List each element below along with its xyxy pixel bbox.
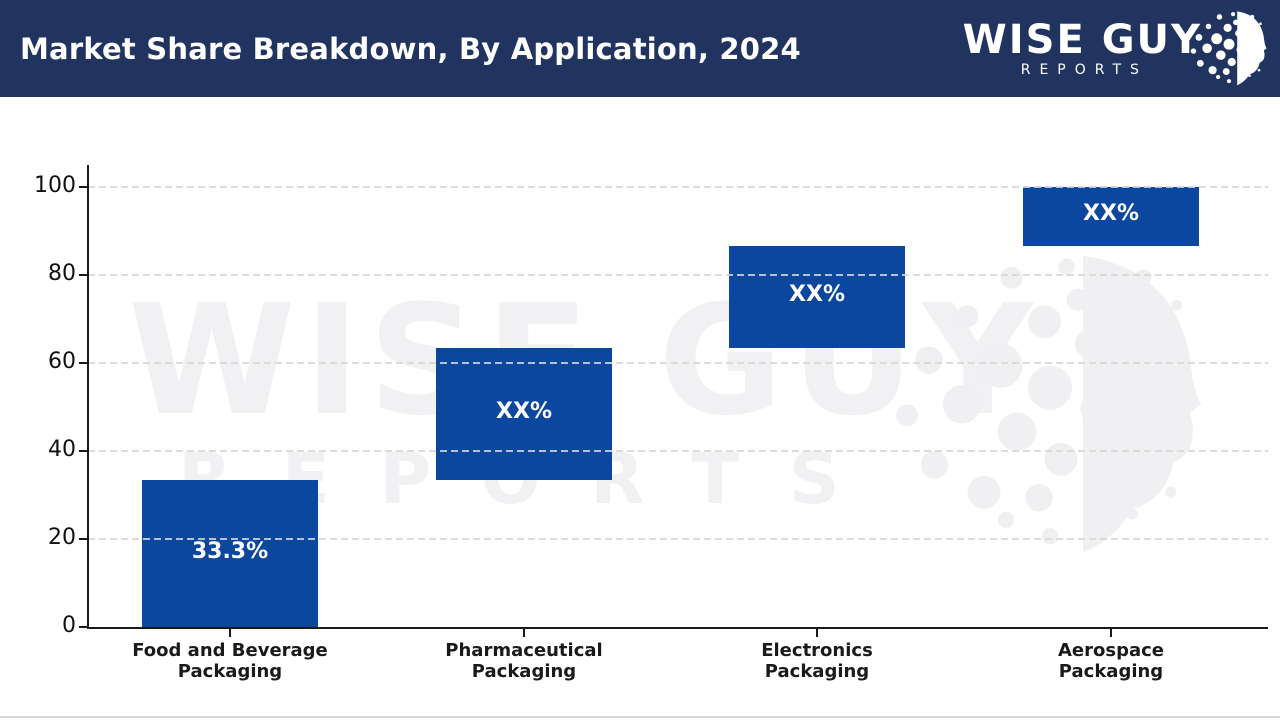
gridline xyxy=(88,274,1268,276)
x-axis-tick xyxy=(1110,629,1112,637)
x-category-label: Aerospace Packaging xyxy=(1057,640,1164,683)
y-tick-label: 80 xyxy=(48,261,76,286)
bar-value-label: XX% xyxy=(1083,201,1139,227)
watermark-face-icon xyxy=(885,222,1215,592)
x-category-label: Food and Beverage Packaging xyxy=(132,640,328,683)
bar-segment xyxy=(1023,187,1199,246)
x-axis-line xyxy=(87,627,1268,629)
bar-value-label: XX% xyxy=(789,282,845,307)
y-axis-tick xyxy=(79,362,87,364)
brand-logo: WISE GUY REPORTS xyxy=(963,8,1280,90)
y-tick-label: 40 xyxy=(48,437,76,462)
gridline xyxy=(88,362,1268,364)
y-tick-label: 60 xyxy=(48,349,76,374)
brand-logo-text: WISE GUY REPORTS xyxy=(963,20,1202,78)
y-axis-line xyxy=(87,165,89,629)
brand-subtitle: REPORTS xyxy=(1020,61,1148,78)
gridline xyxy=(88,186,1268,188)
bar-segment xyxy=(729,245,905,349)
x-axis-tick xyxy=(229,629,231,637)
y-axis-tick xyxy=(79,538,87,540)
y-axis-tick xyxy=(79,274,87,276)
bar-segment xyxy=(436,348,612,481)
y-tick-label: 100 xyxy=(34,173,76,198)
bar-segment xyxy=(142,480,318,627)
y-axis-tick xyxy=(79,626,87,628)
y-axis-tick xyxy=(79,450,87,452)
x-axis-tick xyxy=(816,629,818,637)
y-tick-label: 20 xyxy=(48,525,76,550)
bar-value-label: XX% xyxy=(496,399,552,425)
y-tick-label: 0 xyxy=(62,613,76,638)
bottom-divider xyxy=(0,716,1280,718)
chart-title: Market Share Breakdown, By Application, … xyxy=(20,31,801,66)
x-category-label: Electronics Packaging xyxy=(761,640,873,683)
x-category-label: Pharmaceutical Packaging xyxy=(445,640,603,683)
gridline xyxy=(88,450,1268,452)
gridline xyxy=(88,538,1268,540)
logo-face-icon xyxy=(1188,8,1270,90)
y-axis-tick xyxy=(79,186,87,188)
header-bar: Market Share Breakdown, By Application, … xyxy=(0,0,1280,97)
bar-value-label: 33.3% xyxy=(191,538,269,564)
brand-name: WISE GUY xyxy=(962,16,1202,63)
x-axis-tick xyxy=(523,629,525,637)
